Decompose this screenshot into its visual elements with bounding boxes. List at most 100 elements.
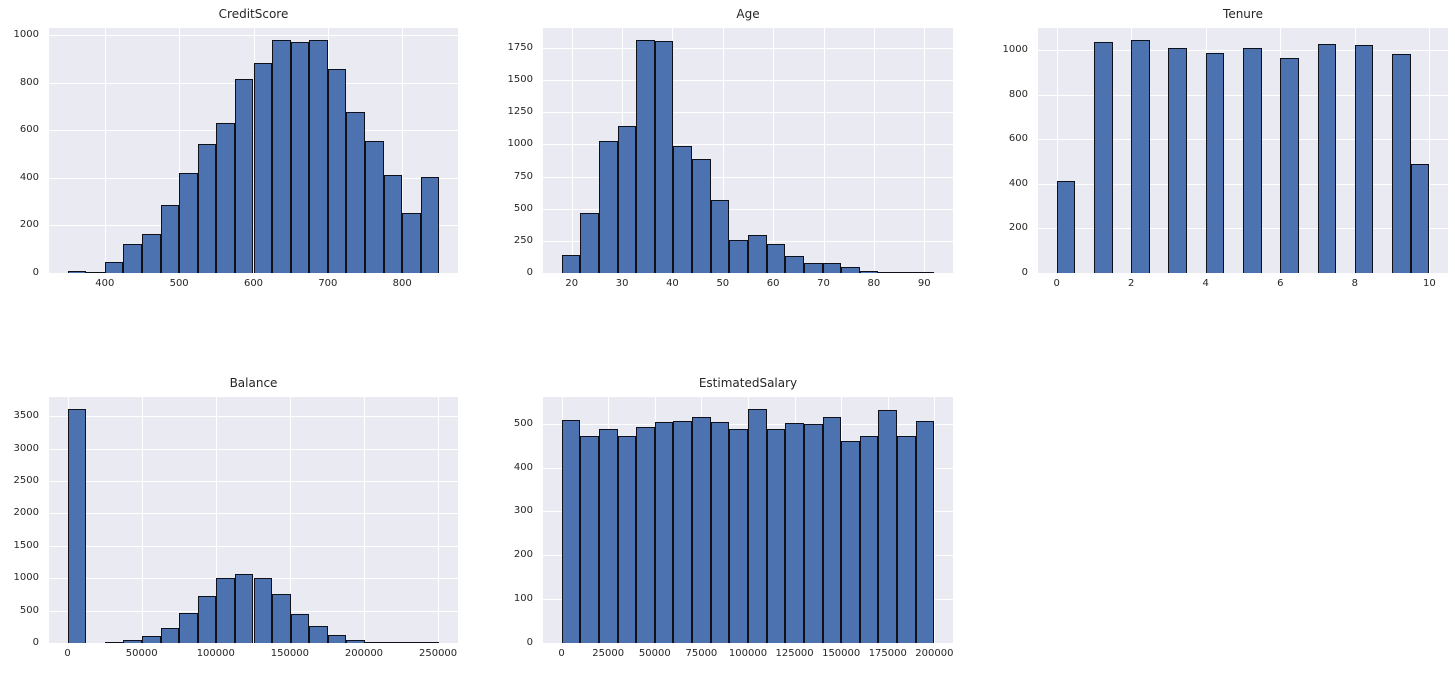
histogram-bar <box>216 123 235 273</box>
histogram-bar <box>673 145 693 273</box>
y-tick-label: 3000 <box>13 442 39 454</box>
histogram-bar <box>1392 53 1411 273</box>
h-gridline <box>543 80 953 82</box>
y-tick-label: 600 <box>1008 133 1028 145</box>
histogram-bar <box>654 421 674 643</box>
histogram-bar <box>897 435 916 643</box>
histogram-bar <box>841 266 860 273</box>
histogram-bar <box>402 641 421 643</box>
x-tick-label: 20 <box>565 278 579 289</box>
x-tick-label: 150000 <box>822 648 861 659</box>
histogram-bar <box>141 233 161 273</box>
histogram-bar <box>859 435 879 643</box>
y-tick-label: 1750 <box>507 42 533 54</box>
x-tick-label: 60 <box>766 278 780 289</box>
histogram-bar <box>1205 52 1225 273</box>
v-gridline <box>402 28 404 273</box>
histogram-bar <box>1131 39 1150 273</box>
histogram-bar <box>785 422 804 643</box>
v-gridline <box>773 28 775 273</box>
v-gridline <box>289 397 291 643</box>
x-tick-label: 100000 <box>196 648 235 659</box>
x-tick-label: 100000 <box>728 648 768 659</box>
histogram-bar <box>859 271 879 273</box>
histogram-bar <box>598 140 618 273</box>
histogram-bar <box>1410 163 1430 273</box>
histogram-bar <box>747 408 767 643</box>
histogram-bar <box>766 428 786 643</box>
histogram-bar <box>561 255 581 273</box>
y-tick-label: 1000 <box>13 28 39 40</box>
histogram-bar <box>1056 181 1076 273</box>
x-tick-label: 700 <box>318 278 338 289</box>
y-tick-label: 500 <box>513 417 533 429</box>
y-tick-label: 1000 <box>507 138 533 150</box>
y-tick-label: 1500 <box>13 539 39 551</box>
axes-age: 0 250 500 750 1000 1250 1500 1750 20 30 40 50 60 70 80… <box>508 7 953 289</box>
y-tick-label: 600 <box>19 124 39 136</box>
x-tick-label: 25000 <box>592 648 625 659</box>
histogram-bar <box>346 640 366 643</box>
chart-title: Age <box>736 6 760 21</box>
histogram-bar <box>234 573 254 643</box>
histogram-bar <box>123 244 142 273</box>
histogram-bar <box>309 39 328 273</box>
x-tick-label: 200000 <box>344 648 384 659</box>
h-gridline <box>543 48 953 50</box>
histogram-bar <box>897 271 916 273</box>
h-gridline <box>543 643 953 644</box>
histogram-bar <box>383 175 403 273</box>
y-tick-label: 200 <box>1008 222 1028 234</box>
y-tick-label: 400 <box>1008 177 1028 189</box>
h-gridline <box>49 416 458 418</box>
h-gridline <box>543 112 953 114</box>
y-tick-label: 0 <box>32 637 39 648</box>
chart-title: Balance <box>229 375 278 390</box>
histogram-bar <box>692 416 711 643</box>
y-tick-label: 1250 <box>507 106 533 118</box>
histogram-bar <box>420 641 440 643</box>
histogram-bar <box>272 594 291 643</box>
h-gridline <box>49 513 458 515</box>
y-tick-label: 500 <box>19 604 39 616</box>
histogram-bar <box>327 634 347 643</box>
v-gridline <box>363 397 365 643</box>
x-tick-label: 40 <box>666 278 679 289</box>
histogram-bar <box>841 440 860 643</box>
histogram-bar <box>327 69 347 273</box>
histogram-bar <box>253 578 273 643</box>
x-tick-label: 175000 <box>868 648 907 659</box>
y-tick-label: 750 <box>513 170 533 182</box>
histogram-bar <box>402 212 421 273</box>
histogram-bar <box>654 40 674 273</box>
h-gridline <box>49 643 458 644</box>
histogram-bar <box>104 262 124 273</box>
v-gridline <box>141 397 143 643</box>
histogram-bar <box>636 426 655 643</box>
histogram-bar <box>104 641 124 643</box>
y-tick-label: 400 <box>19 171 39 183</box>
histogram-bar <box>179 613 198 643</box>
histogram-bar <box>216 578 235 643</box>
h-gridline <box>49 481 458 483</box>
h-gridline <box>49 545 458 547</box>
y-tick-label: 200 <box>513 549 533 561</box>
h-gridline <box>543 176 953 178</box>
histogram-bar <box>748 235 767 273</box>
v-gridline <box>1429 28 1431 273</box>
v-gridline <box>438 397 440 643</box>
x-tick-label: 50000 <box>638 648 671 659</box>
axes-estimatedsalary: 0 100 200 300 400 500 0 25000 50000 75000 100000 12… <box>514 376 954 658</box>
y-tick-label: 0 <box>32 267 39 278</box>
histogram-bar <box>729 428 748 643</box>
v-gridline <box>1056 28 1058 273</box>
x-tick-label: 75000 <box>685 648 718 659</box>
h-gridline <box>543 144 953 146</box>
histogram-bar <box>160 627 180 643</box>
y-tick-label: 0 <box>526 637 533 648</box>
x-tick-label: 200000 <box>915 648 954 659</box>
histogram-bar <box>803 423 823 643</box>
x-tick-label: 2 <box>1127 278 1135 289</box>
histogram-bar <box>636 39 655 273</box>
v-gridline <box>215 397 217 643</box>
